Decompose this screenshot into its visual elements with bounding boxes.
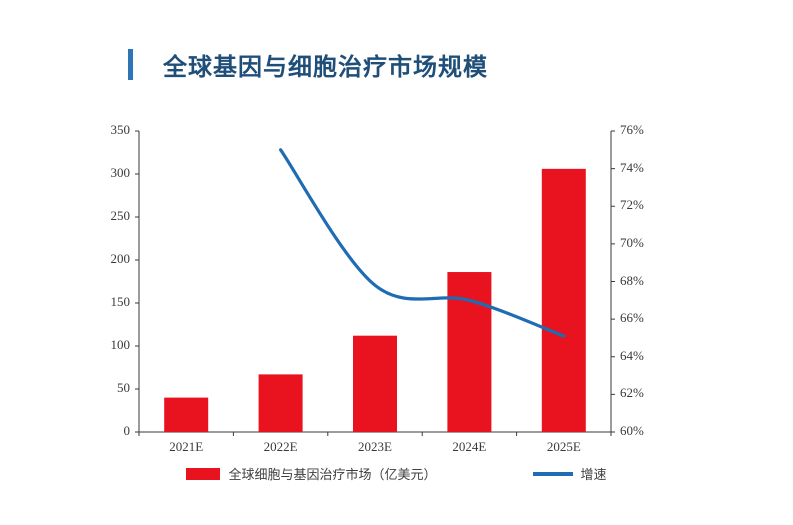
y-axis-left-tick-label: 300	[110, 165, 131, 180]
y-axis-left-tick-label: 50	[117, 380, 130, 395]
x-axis-tick-label: 2023E	[358, 439, 392, 454]
y-axis-left-tick-label: 100	[110, 337, 131, 352]
bar-series	[164, 168, 586, 432]
legend-label-bar: 全球细胞与基因治疗市场（亿美元）	[228, 468, 437, 483]
y-axis-left-tick-label: 0	[123, 423, 131, 438]
legend-item-line[interactable]: 增速	[532, 464, 607, 483]
y-axis-right-tick-label: 66%	[620, 310, 644, 326]
legend-line-swatch-icon	[532, 471, 573, 476]
y-axis-right-tick-label: 62%	[620, 385, 644, 401]
x-axis-tick-label: 2022E	[263, 439, 298, 454]
chart-legend: 全球细胞与基因治疗市场（亿美元） 增速	[0, 464, 793, 483]
legend-bar-swatch-icon	[186, 467, 221, 480]
y-axis-left-tick-label: 350	[110, 122, 131, 137]
y-axis-right-tick-label: 64%	[620, 347, 644, 363]
y-axis-right-tick-label: 76%	[620, 122, 644, 137]
x-axis-tick-label: 2025E	[546, 439, 581, 454]
y-axis-right-tick-label: 74%	[620, 159, 644, 175]
y-axis-left-tick-label: 250	[110, 208, 131, 223]
title-accent-bar	[128, 48, 133, 80]
y-axis-right-tick-label: 70%	[620, 234, 644, 250]
line-series	[279, 148, 566, 338]
legend-item-bar[interactable]: 全球细胞与基因治疗市场（亿美元）	[186, 464, 437, 483]
x-axis-tick-label: 2024E	[452, 439, 487, 454]
page-title: 全球基因与细胞治疗市场规模	[163, 52, 488, 81]
x-axis-tick-label: 2021E	[169, 439, 204, 454]
y-axis-right-tick-label: 72%	[620, 197, 644, 213]
y-axis-right-tick-label: 68%	[620, 272, 644, 288]
y-axis-left-tick-label: 200	[110, 251, 131, 266]
y-axis-left-tick-label: 150	[110, 294, 131, 309]
legend-label-line: 增速	[580, 468, 607, 483]
chart-title-row: 全球基因与细胞治疗市场规模	[128, 47, 488, 81]
y-axis-right-tick-label: 60%	[620, 423, 644, 438]
